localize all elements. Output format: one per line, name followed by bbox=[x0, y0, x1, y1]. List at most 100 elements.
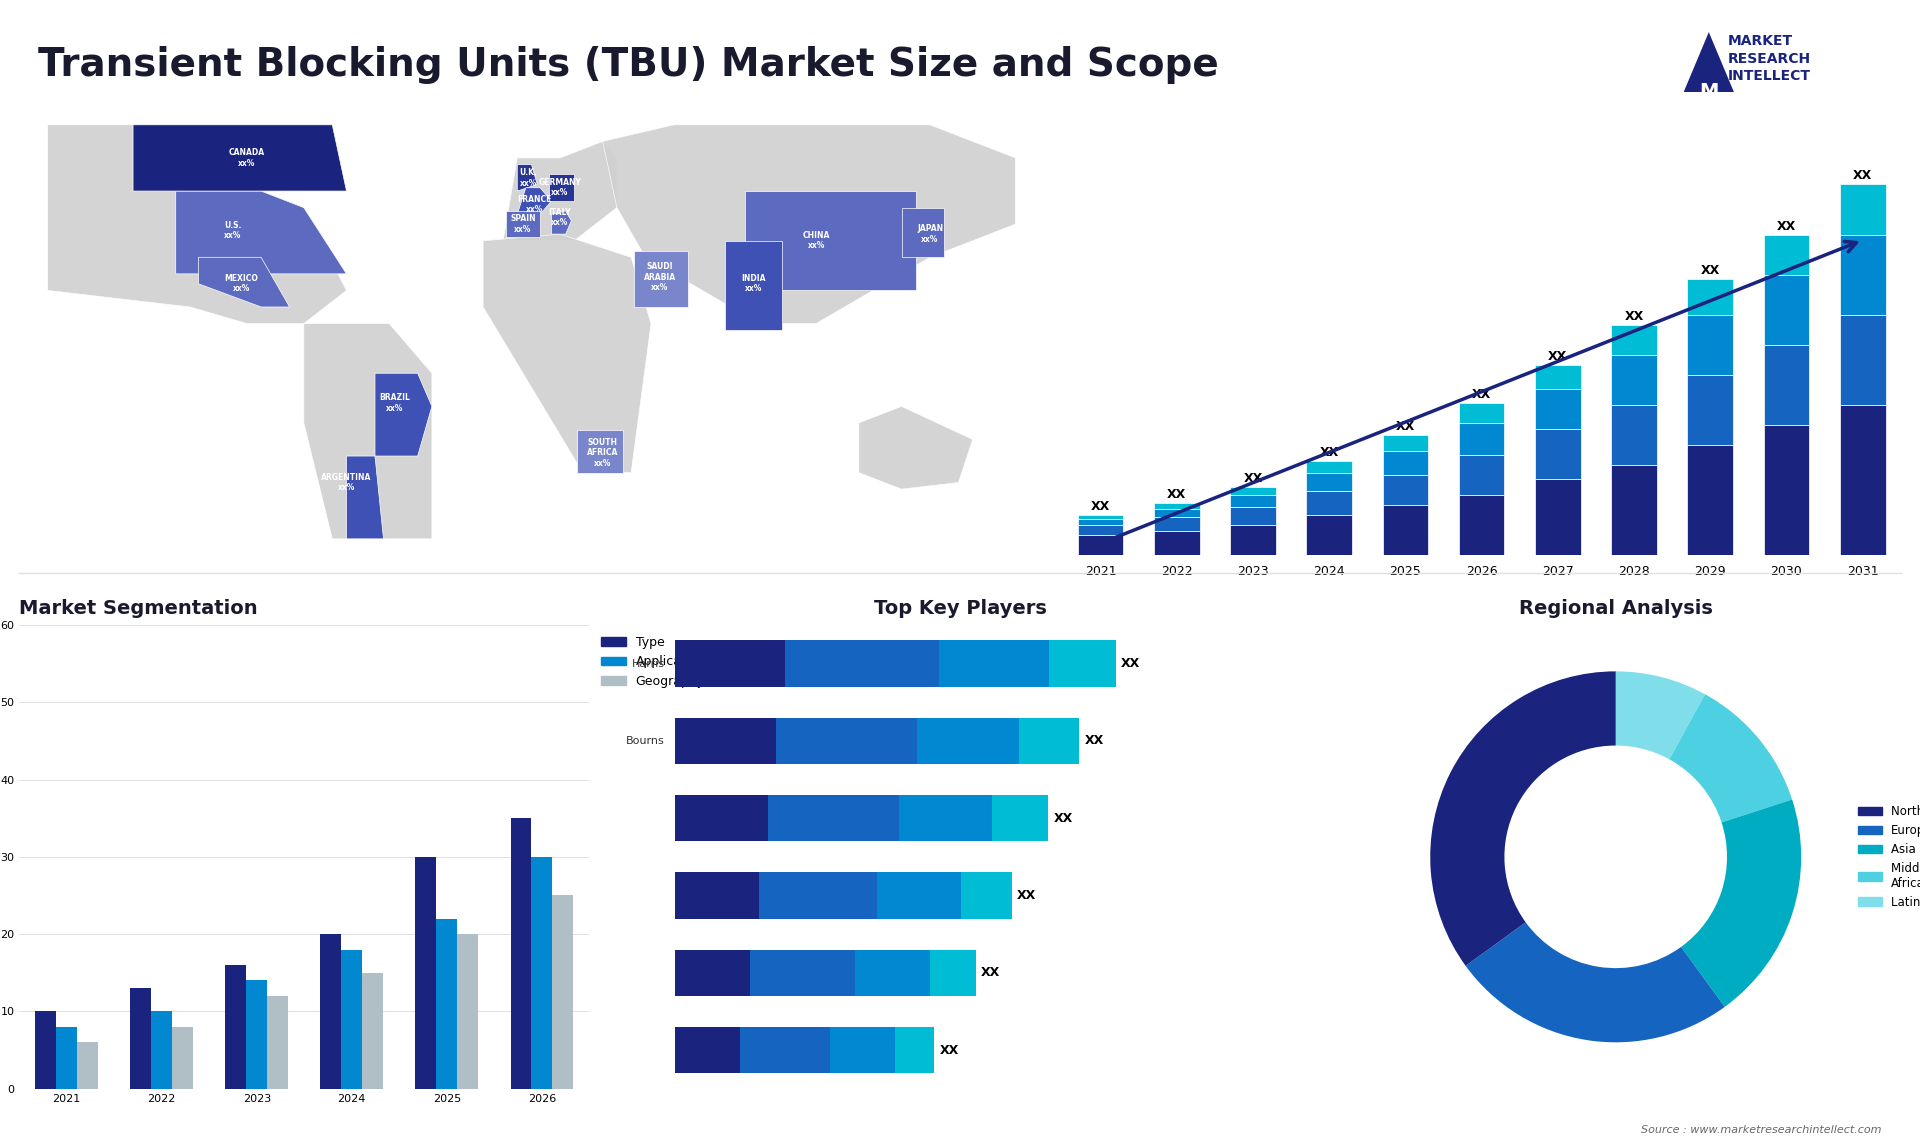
Polygon shape bbox=[1678, 32, 1740, 105]
Bar bbox=[776, 717, 918, 764]
Text: MEXICO
xx%: MEXICO xx% bbox=[225, 274, 257, 293]
Text: MARKET
RESEARCH
INTELLECT: MARKET RESEARCH INTELLECT bbox=[1728, 34, 1811, 83]
Bar bbox=[1534, 364, 1580, 388]
Bar bbox=[676, 950, 975, 996]
Bar bbox=[831, 1027, 895, 1074]
Bar bbox=[785, 641, 939, 686]
Bar bbox=[676, 795, 768, 841]
Bar bbox=[1231, 487, 1277, 495]
Text: XX: XX bbox=[1121, 657, 1140, 670]
Bar bbox=[1611, 355, 1657, 405]
Wedge shape bbox=[1617, 672, 1705, 760]
Text: Market Segmentation: Market Segmentation bbox=[19, 599, 257, 618]
Bar bbox=[1154, 509, 1200, 517]
Bar bbox=[1688, 278, 1734, 315]
Polygon shape bbox=[634, 251, 687, 307]
Bar bbox=[77, 1043, 98, 1089]
Text: FRANCE
xx%: FRANCE xx% bbox=[516, 195, 551, 214]
Bar bbox=[1688, 445, 1734, 556]
Bar bbox=[1306, 473, 1352, 492]
Bar bbox=[436, 919, 457, 1089]
Text: XX: XX bbox=[1701, 264, 1720, 276]
Bar bbox=[1306, 492, 1352, 516]
Bar bbox=[267, 996, 288, 1089]
Polygon shape bbox=[505, 211, 540, 237]
Bar bbox=[173, 1027, 194, 1089]
Bar bbox=[1611, 465, 1657, 556]
Bar bbox=[1382, 435, 1428, 452]
Bar bbox=[1231, 495, 1277, 508]
Bar bbox=[1534, 388, 1580, 429]
Bar bbox=[1077, 519, 1123, 525]
Bar bbox=[676, 1027, 935, 1074]
Bar bbox=[1382, 476, 1428, 505]
Bar bbox=[1839, 405, 1885, 556]
Bar bbox=[56, 1027, 77, 1089]
Bar bbox=[1688, 315, 1734, 375]
Bar bbox=[939, 641, 1050, 686]
Polygon shape bbox=[48, 125, 346, 323]
Bar bbox=[1077, 525, 1123, 535]
Bar bbox=[854, 950, 931, 996]
Bar bbox=[1839, 185, 1885, 235]
Text: XX: XX bbox=[1167, 488, 1187, 501]
Bar bbox=[1154, 532, 1200, 556]
Bar bbox=[993, 795, 1048, 841]
Polygon shape bbox=[603, 125, 1016, 323]
Text: ARGENTINA
xx%: ARGENTINA xx% bbox=[321, 473, 372, 493]
Bar bbox=[1077, 516, 1123, 519]
Bar bbox=[931, 950, 975, 996]
Bar bbox=[1231, 508, 1277, 525]
Text: GERMANY
xx%: GERMANY xx% bbox=[538, 178, 582, 197]
Bar bbox=[1611, 405, 1657, 465]
Text: SPAIN
xx%: SPAIN xx% bbox=[511, 214, 536, 234]
Bar bbox=[751, 950, 854, 996]
Bar bbox=[758, 872, 877, 919]
Text: BRAZIL
xx%: BRAZIL xx% bbox=[380, 393, 411, 413]
Text: XX: XX bbox=[1548, 350, 1567, 363]
Wedge shape bbox=[1430, 672, 1617, 966]
Text: XX: XX bbox=[939, 1044, 958, 1057]
Bar bbox=[1764, 425, 1809, 556]
Bar bbox=[899, 795, 993, 841]
Text: ITALY
xx%: ITALY xx% bbox=[549, 207, 572, 227]
Bar bbox=[1839, 235, 1885, 315]
Bar bbox=[1154, 503, 1200, 509]
Text: XX: XX bbox=[1091, 501, 1110, 513]
Bar bbox=[739, 1027, 831, 1074]
Polygon shape bbox=[484, 234, 651, 472]
Title: Regional Analysis: Regional Analysis bbox=[1519, 599, 1713, 618]
Text: Source : www.marketresearchintellect.com: Source : www.marketresearchintellect.com bbox=[1642, 1124, 1882, 1135]
Text: XX: XX bbox=[1853, 170, 1872, 182]
Text: Bourns: Bourns bbox=[626, 736, 664, 746]
Bar bbox=[1764, 345, 1809, 425]
Bar bbox=[225, 965, 246, 1089]
Bar bbox=[895, 1027, 935, 1074]
Polygon shape bbox=[503, 141, 616, 241]
Wedge shape bbox=[1668, 694, 1791, 823]
Bar bbox=[1459, 495, 1505, 556]
Bar bbox=[1382, 505, 1428, 556]
Bar bbox=[676, 1027, 739, 1074]
Wedge shape bbox=[1682, 800, 1801, 1007]
Bar bbox=[676, 717, 776, 764]
Text: Harris: Harris bbox=[632, 659, 664, 668]
Bar bbox=[676, 641, 785, 686]
Bar bbox=[676, 795, 1048, 841]
Bar bbox=[511, 818, 532, 1089]
Polygon shape bbox=[551, 211, 572, 234]
Bar bbox=[152, 1012, 173, 1089]
Bar bbox=[532, 857, 553, 1089]
Bar bbox=[1020, 717, 1079, 764]
Bar bbox=[1839, 315, 1885, 405]
Bar bbox=[1306, 461, 1352, 473]
Bar bbox=[1077, 535, 1123, 556]
Bar bbox=[1459, 423, 1505, 455]
Text: XX: XX bbox=[1776, 220, 1795, 233]
Bar bbox=[35, 1012, 56, 1089]
Polygon shape bbox=[516, 188, 551, 214]
Bar bbox=[918, 717, 1020, 764]
Bar bbox=[131, 988, 152, 1089]
Bar bbox=[1231, 525, 1277, 556]
Bar bbox=[768, 795, 899, 841]
